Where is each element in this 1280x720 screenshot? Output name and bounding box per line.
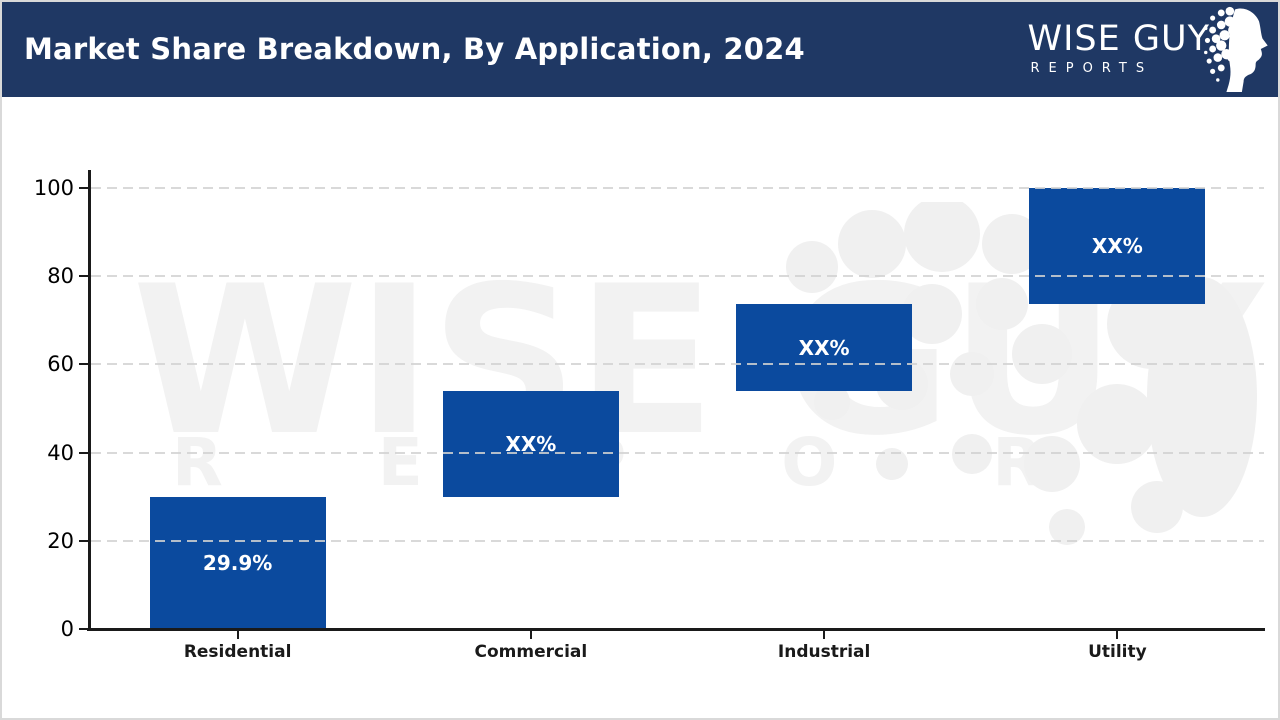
- x-category-label: Utility: [1088, 642, 1147, 662]
- x-tick-mark: [529, 631, 532, 639]
- x-category-label: Commercial: [474, 642, 588, 662]
- logo-wordmark: WISE GUY REPORTS: [1027, 18, 1210, 76]
- gridline-y20: [91, 539, 1264, 542]
- bar-residential: 29.9%: [149, 497, 326, 629]
- x-tick-mark: [823, 631, 826, 639]
- bar-value-label: XX%: [1091, 234, 1143, 259]
- x-category-label: Residential: [183, 642, 292, 662]
- y-tick-label: 80: [47, 264, 74, 289]
- y-tick-label: 40: [47, 440, 74, 465]
- y-tick-mark: [79, 363, 89, 366]
- wiseguy-logo: WISE GUY REPORTS: [1027, 6, 1274, 92]
- logo-line2: REPORTS: [1030, 60, 1154, 76]
- y-tick-mark: [79, 275, 89, 278]
- gridline-y60: [91, 363, 1264, 366]
- y-tick-mark: [79, 539, 89, 542]
- x-tick-mark: [236, 631, 239, 639]
- bar-utility: XX%: [1029, 188, 1206, 305]
- x-axis-line: [87, 628, 1265, 631]
- logo-line1: WISE GUY: [1027, 18, 1210, 59]
- bar-value-label: 29.9%: [202, 551, 273, 576]
- x-category-label: Industrial: [777, 642, 871, 662]
- bar-commercial: XX%: [442, 391, 619, 498]
- y-tick-mark: [79, 628, 89, 630]
- gridline-y100: [91, 187, 1264, 189]
- gridline-y80: [91, 275, 1264, 278]
- y-tick-label: 60: [47, 352, 74, 377]
- y-tick-mark: [79, 451, 89, 454]
- y-axis-line: [88, 170, 91, 631]
- bar-industrial: XX%: [736, 304, 913, 392]
- chart-title: Market Share Breakdown, By Application, …: [24, 31, 805, 66]
- y-tick-label: 100: [33, 176, 74, 200]
- y-tick-mark: [79, 187, 89, 189]
- header-bar: Market Share Breakdown, By Application, …: [2, 2, 1278, 97]
- x-tick-mark: [1116, 631, 1119, 639]
- bar-value-label: XX%: [798, 335, 850, 360]
- y-tick-label: 0: [60, 617, 74, 641]
- gridline-y40: [91, 451, 1264, 454]
- wiseguy-head-icon: [1204, 6, 1268, 92]
- y-tick-label: 20: [47, 528, 74, 553]
